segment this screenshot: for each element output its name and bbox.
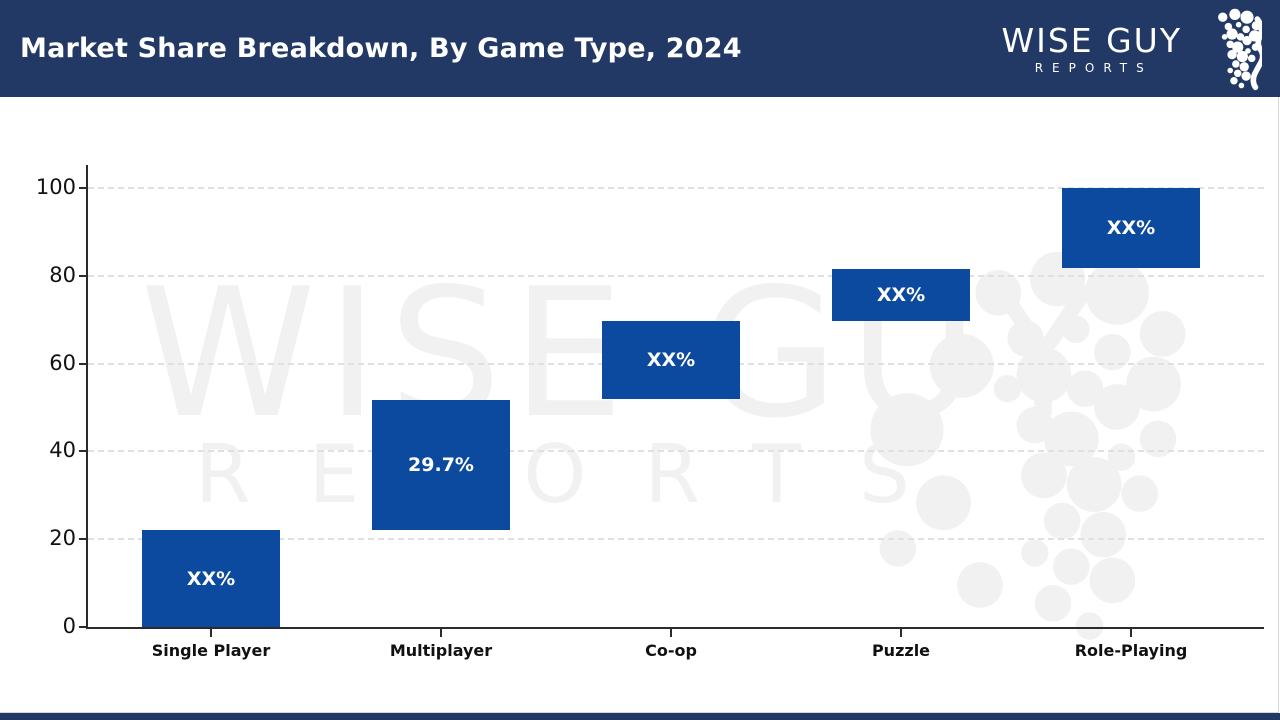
dotted-head-icon (1218, 8, 1262, 90)
y-tick-mark (79, 538, 87, 541)
y-tick-mark (79, 626, 87, 628)
bar: XX% (832, 269, 970, 321)
y-tick-label: 80 (49, 262, 76, 287)
x-tick-label: Puzzle (871, 641, 931, 660)
gridline (88, 187, 1264, 189)
y-axis-line (86, 165, 88, 629)
bar: XX% (142, 530, 280, 627)
watermark-subtitle: REPORTS (195, 428, 968, 521)
wise-guy-logo: WISE GUY REPORTS (1001, 7, 1280, 91)
y-tick-mark (79, 450, 87, 453)
header-bar: Market Share Breakdown, By Game Type, 20… (0, 0, 1280, 97)
gridline (88, 538, 1264, 541)
gridline (88, 274, 1264, 277)
x-tick-label: Single Player (151, 641, 271, 660)
bar-value-label: XX% (876, 284, 926, 307)
page-title: Market Share Breakdown, By Game Type, 20… (20, 33, 742, 64)
x-tick-mark (1130, 628, 1132, 637)
x-tick-mark (670, 628, 672, 637)
logo-subtitle: REPORTS (1034, 60, 1153, 75)
y-tick-mark (79, 362, 87, 365)
y-tick-label: 40 (49, 438, 76, 463)
y-tick-label: 20 (49, 526, 76, 551)
logo-wordmark: WISE GUY (1001, 20, 1182, 60)
footer-bar (0, 713, 1280, 720)
bar: XX% (1062, 188, 1200, 268)
y-tick-label: 0 (62, 614, 76, 638)
bar-value-label: 29.7% (408, 454, 474, 477)
x-tick-label: Co-op (645, 641, 697, 660)
x-tick-mark (440, 628, 442, 637)
bar-value-label: XX% (646, 349, 696, 372)
bar-value-label: XX% (186, 567, 236, 590)
y-tick-mark (79, 187, 87, 189)
gridline (88, 450, 1264, 453)
y-tick-label: 60 (49, 350, 76, 375)
y-tick-mark (79, 274, 87, 277)
x-tick-mark (210, 628, 212, 637)
bar-value-label: XX% (1106, 216, 1156, 239)
bar: XX% (602, 321, 740, 400)
bar: 29.7% (372, 400, 510, 531)
x-tick-mark (900, 628, 902, 637)
logo-text: WISE GUY REPORTS (1001, 24, 1182, 74)
x-tick-label: Multiplayer (389, 641, 493, 660)
y-tick-label: 100 (35, 175, 76, 199)
x-tick-label: Role-Playing (1074, 641, 1188, 660)
x-axis-line (86, 627, 1264, 629)
